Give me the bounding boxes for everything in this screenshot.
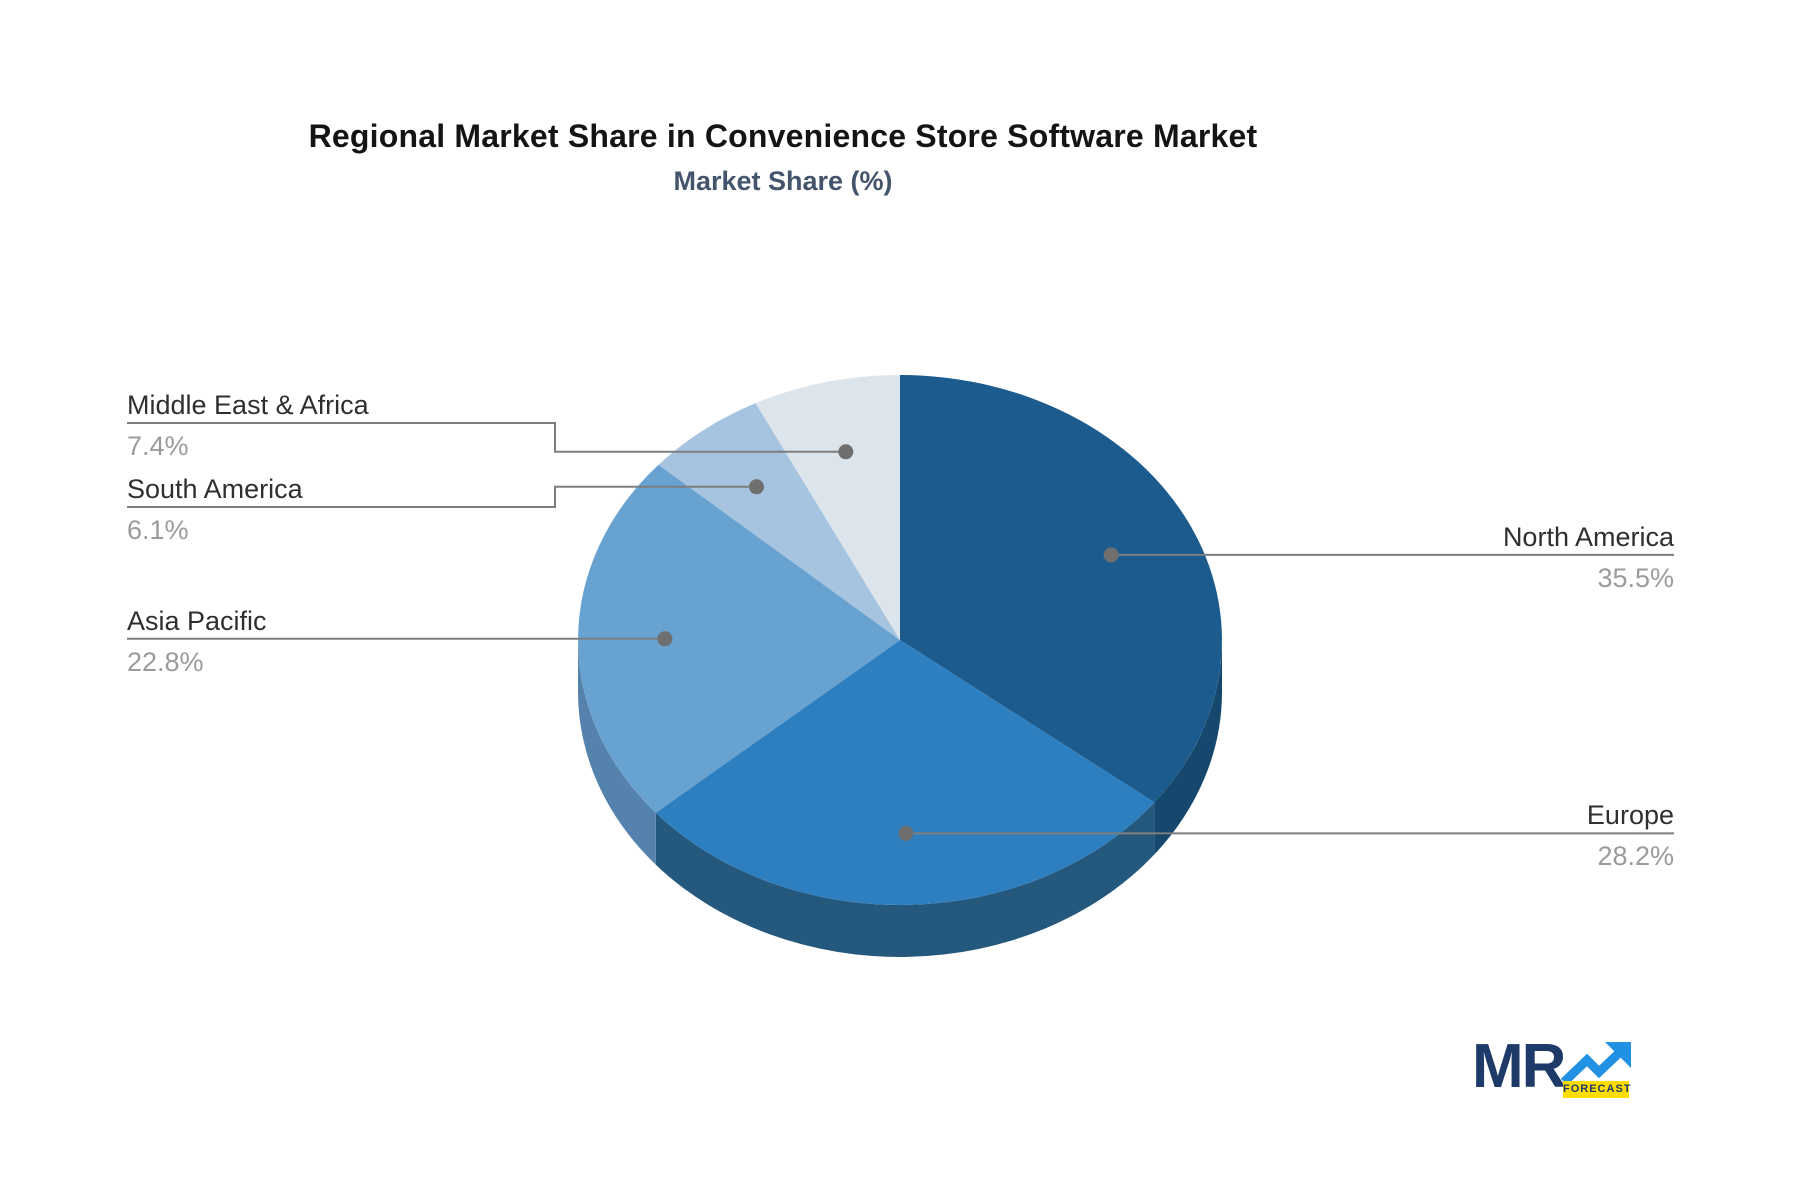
slice-label: Europe: [1586, 800, 1674, 830]
pie-side-north-america: [1154, 640, 1222, 855]
pie-slice-europe[interactable]: [655, 640, 1155, 905]
logo-mr-text: MR: [1472, 1032, 1566, 1101]
pie-side-asia-pacific: [578, 640, 656, 865]
chart-title: Regional Market Share in Convenience Sto…: [308, 118, 1258, 154]
leader-dot-europe: [898, 825, 914, 841]
callout-south-america: South America 6.1%: [127, 473, 303, 546]
slice-label: North America: [1502, 522, 1674, 552]
mr-forecast-logo: MR FORECAST: [1472, 1032, 1652, 1102]
leader-dot-asia-pacific: [657, 631, 673, 647]
pie-slice-asia-pacific[interactable]: [578, 464, 900, 813]
callout-middle-east-africa: Middle East & Africa 7.4%: [127, 389, 369, 462]
slice-value: 22.8%: [127, 647, 204, 677]
pie-slice-middle-east-africa[interactable]: [755, 374, 900, 640]
callout-asia-pacific: Asia Pacific 22.8%: [127, 605, 267, 678]
logo-forecast-badge: FORECAST: [1563, 1081, 1631, 1098]
leader-dot-middle-east-africa: [838, 444, 854, 460]
slice-value: 7.4%: [127, 431, 189, 461]
leader-dot-north-america: [1103, 547, 1119, 563]
slice-label: South America: [127, 474, 303, 504]
slice-value: 6.1%: [127, 515, 189, 545]
pie-slice-south-america[interactable]: [658, 403, 901, 640]
slice-value: 28.2%: [1597, 841, 1674, 871]
slice-label: Middle East & Africa: [127, 390, 369, 420]
chart-subtitle: Market Share (%): [673, 166, 893, 196]
callout-europe: Europe 28.2%: [1587, 799, 1674, 872]
trend-arrow-icon: [1561, 1042, 1631, 1086]
leader-dot-south-america: [749, 479, 764, 495]
pie-side-europe: [655, 802, 1155, 957]
leader-line-middle-east-africa: [127, 422, 846, 453]
leader-line-south-america: [127, 485, 757, 508]
callout-north-america: North America 35.5%: [1503, 521, 1674, 594]
pie-slice-north-america[interactable]: [900, 375, 1222, 803]
slice-value: 35.5%: [1597, 563, 1674, 593]
slice-label: Asia Pacific: [127, 606, 267, 636]
